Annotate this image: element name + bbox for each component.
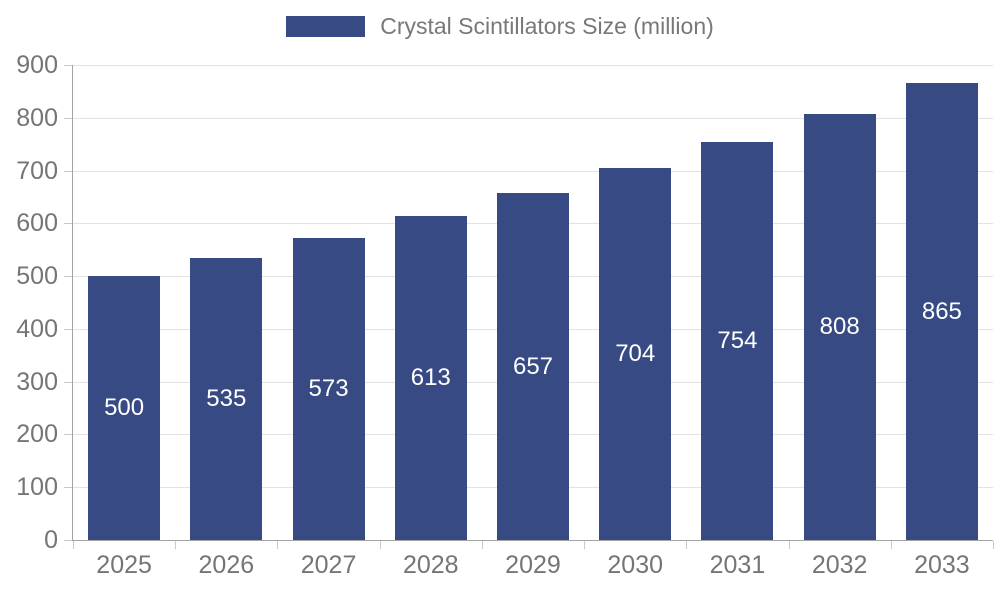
x-axis-tick-label: 2033 [914, 551, 970, 579]
x-axis-tick [379, 541, 381, 549]
x-axis-tick [788, 541, 790, 549]
y-axis-tick-label: 100 [16, 473, 58, 502]
bar-value-label: 754 [717, 327, 758, 355]
x-axis-tick-label: 2031 [709, 551, 766, 579]
y-axis-tick [64, 117, 72, 119]
y-axis-tick-label: 200 [16, 420, 58, 449]
y-axis-tick [64, 381, 72, 383]
y-axis-tick [64, 328, 72, 330]
bar[interactable] [803, 113, 876, 540]
bar[interactable] [905, 83, 978, 540]
bar-value-label: 613 [410, 364, 451, 392]
bar[interactable] [292, 237, 365, 540]
y-axis-tick [64, 223, 72, 225]
gridline [73, 117, 993, 119]
gridline [73, 65, 993, 66]
y-axis-tick [64, 170, 72, 172]
x-axis-tick [584, 541, 586, 549]
y-axis-tick [64, 65, 72, 66]
x-axis-tick-label: 2026 [198, 551, 255, 579]
y-axis-tick-label: 500 [16, 262, 58, 291]
y-axis-tick-label: 600 [16, 209, 58, 238]
x-axis-tick-label: 2025 [96, 551, 152, 579]
x-axis-tick-label: 2032 [811, 551, 868, 579]
bar[interactable] [599, 168, 672, 540]
x-axis-line [72, 540, 993, 541]
bar[interactable] [88, 276, 161, 540]
legend[interactable]: Crystal Scintillators Size (million) [0, 13, 1000, 39]
x-axis-tick [175, 541, 177, 549]
y-axis-line [72, 65, 73, 540]
x-axis-tick-label: 2029 [505, 551, 561, 579]
x-axis-tick-label: 2028 [402, 551, 459, 579]
bar-value-label: 500 [104, 394, 145, 422]
bar-value-label: 535 [206, 384, 247, 412]
x-axis-tick [993, 541, 994, 549]
x-axis-tick-label: 2030 [607, 551, 664, 579]
y-axis-tick-label: 0 [44, 526, 58, 554]
bar[interactable] [394, 216, 467, 540]
gridline [73, 170, 993, 172]
bar[interactable] [701, 142, 774, 540]
x-axis-tick [481, 541, 483, 549]
y-axis-tick [64, 540, 72, 541]
y-axis-tick-label: 800 [16, 103, 58, 132]
bar-value-label: 808 [819, 312, 860, 340]
y-axis-tick [64, 487, 72, 489]
bar-value-label: 657 [512, 352, 554, 380]
bar-value-label: 704 [615, 340, 656, 368]
bar-value-label: 865 [921, 297, 962, 325]
plot-area: 0 100 200 300 400 500 600 700 800 900 500 2025 535 20… [16, 52, 994, 578]
y-axis-tick-label: 900 [16, 51, 58, 79]
x-axis-tick [686, 541, 688, 549]
x-axis-tick [73, 541, 74, 549]
y-axis-tick [64, 434, 72, 436]
bar[interactable] [190, 257, 263, 540]
y-axis-tick-label: 300 [16, 367, 58, 396]
y-axis-tick-label: 400 [16, 314, 58, 343]
x-axis-tick [890, 541, 892, 549]
x-axis-tick-label: 2027 [300, 551, 357, 579]
bar[interactable] [497, 193, 569, 540]
y-axis-tick [64, 276, 72, 278]
legend-swatch [286, 16, 366, 37]
x-axis-tick [277, 541, 279, 549]
y-axis-tick-label: 700 [16, 156, 58, 185]
bar-value-label: 573 [308, 374, 349, 402]
legend-label: Crystal Scintillators Size (million) [380, 13, 714, 39]
